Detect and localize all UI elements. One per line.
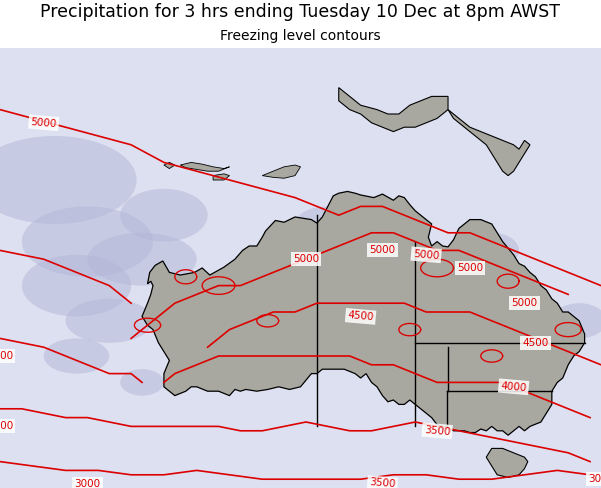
Text: 5000: 5000: [413, 249, 439, 261]
Ellipse shape: [22, 206, 153, 277]
Ellipse shape: [0, 136, 136, 224]
Text: 4500: 4500: [522, 338, 549, 348]
Ellipse shape: [120, 369, 164, 396]
Polygon shape: [180, 163, 230, 171]
Polygon shape: [164, 163, 175, 168]
Ellipse shape: [87, 233, 197, 285]
Polygon shape: [339, 88, 448, 132]
Ellipse shape: [295, 206, 361, 242]
Text: 5000: 5000: [370, 245, 395, 255]
Ellipse shape: [22, 255, 131, 316]
Text: Freezing level contours: Freezing level contours: [220, 29, 381, 43]
Text: 5000: 5000: [293, 254, 319, 264]
Ellipse shape: [44, 338, 109, 374]
Text: 4000: 4000: [0, 351, 13, 361]
Ellipse shape: [191, 343, 246, 369]
Text: 5000: 5000: [511, 298, 537, 308]
Polygon shape: [448, 110, 530, 176]
Polygon shape: [213, 174, 230, 180]
Text: 4000: 4000: [500, 381, 527, 393]
Text: 3500: 3500: [424, 425, 451, 437]
Text: 5000: 5000: [30, 117, 57, 129]
Ellipse shape: [426, 391, 492, 427]
Polygon shape: [262, 165, 300, 178]
Text: 5000: 5000: [457, 263, 483, 273]
Ellipse shape: [235, 246, 311, 290]
Text: 3000: 3000: [75, 479, 100, 488]
Text: 3500: 3500: [0, 422, 13, 431]
Text: 4500: 4500: [347, 310, 374, 323]
Text: 3500: 3500: [369, 477, 396, 488]
Ellipse shape: [66, 299, 153, 343]
Text: 3000: 3000: [588, 474, 601, 484]
Ellipse shape: [552, 303, 601, 338]
Ellipse shape: [465, 233, 519, 268]
Text: Precipitation for 3 hrs ending Tuesday 10 Dec at 8pm AWST: Precipitation for 3 hrs ending Tuesday 1…: [40, 3, 561, 21]
Polygon shape: [142, 191, 585, 435]
Polygon shape: [486, 448, 528, 477]
Ellipse shape: [120, 189, 207, 242]
Ellipse shape: [164, 294, 230, 329]
